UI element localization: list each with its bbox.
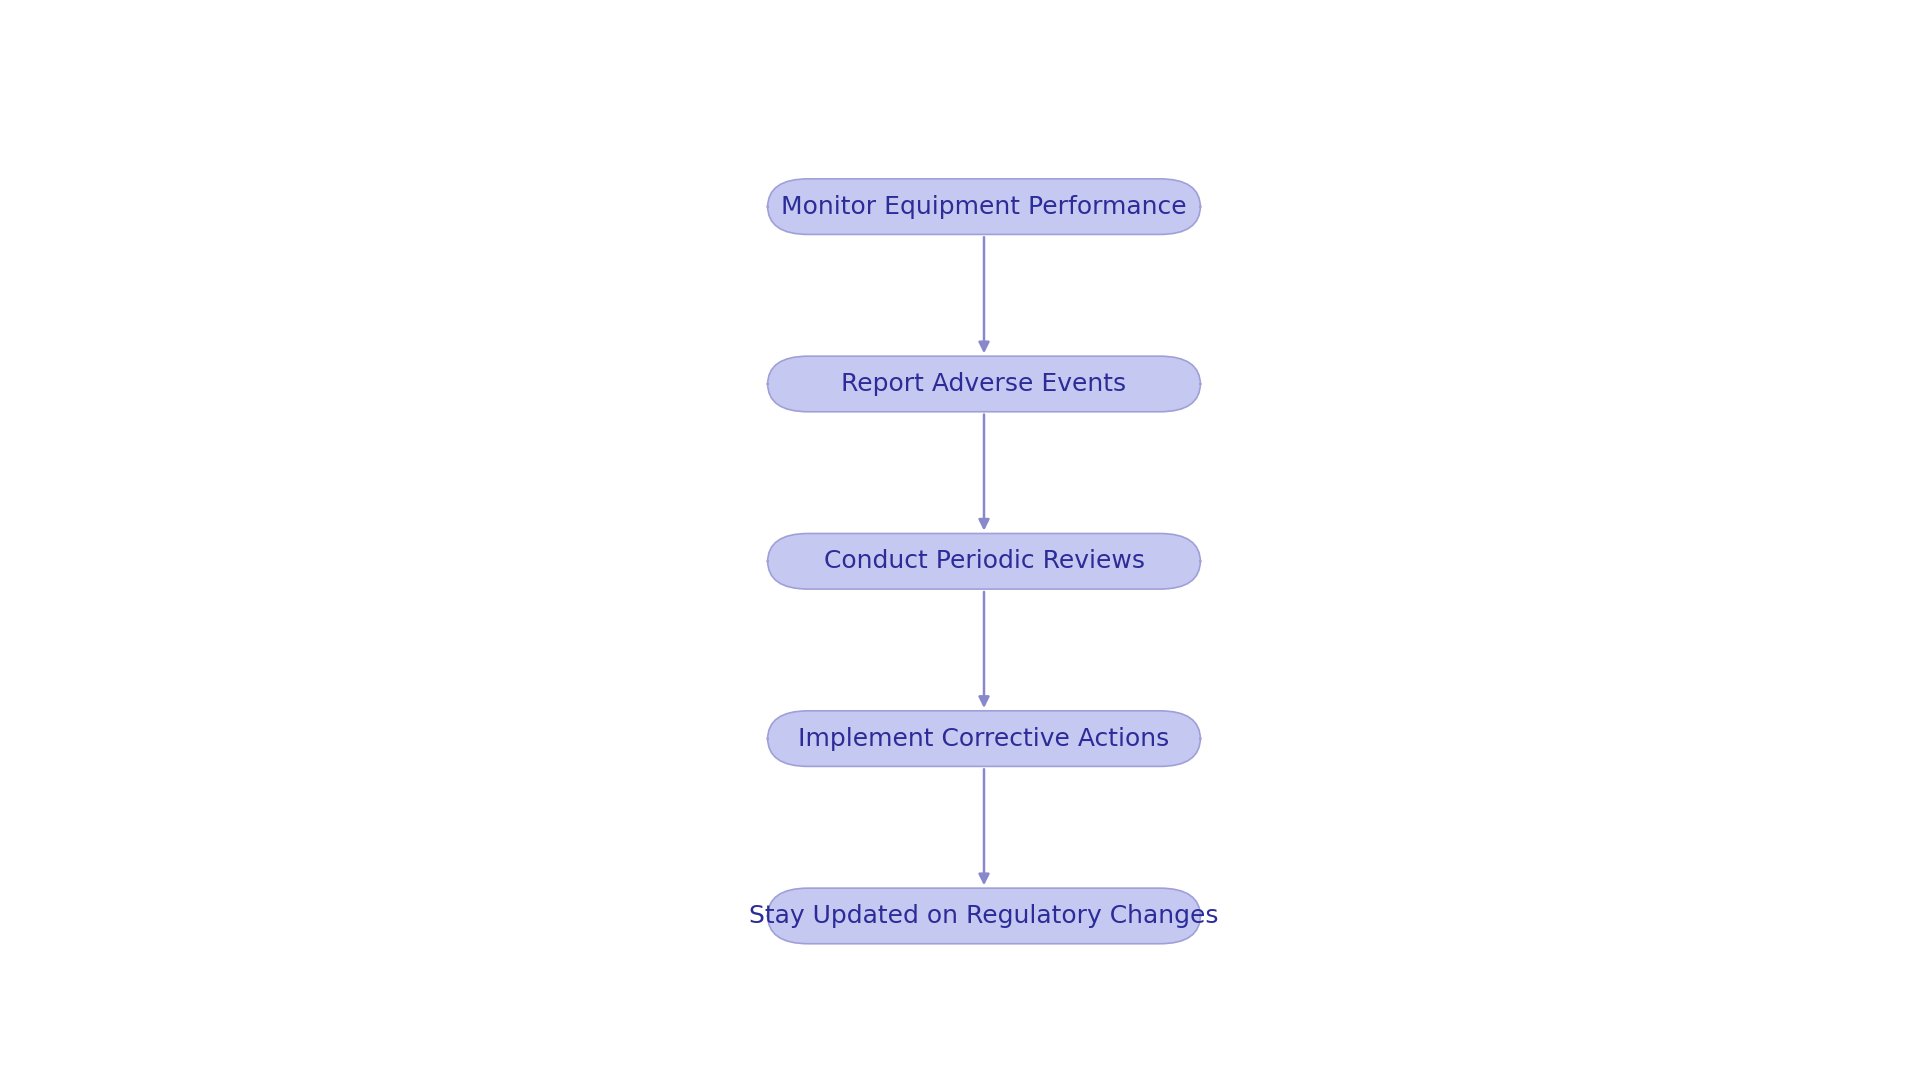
FancyBboxPatch shape bbox=[768, 534, 1200, 589]
Text: Report Adverse Events: Report Adverse Events bbox=[841, 371, 1127, 396]
FancyBboxPatch shape bbox=[768, 356, 1200, 412]
Text: Conduct Periodic Reviews: Conduct Periodic Reviews bbox=[824, 549, 1144, 573]
FancyBboxPatch shape bbox=[768, 710, 1200, 767]
Text: Monitor Equipment Performance: Monitor Equipment Performance bbox=[781, 195, 1187, 219]
Text: Implement Corrective Actions: Implement Corrective Actions bbox=[799, 727, 1169, 751]
FancyBboxPatch shape bbox=[768, 888, 1200, 943]
Text: Stay Updated on Regulatory Changes: Stay Updated on Regulatory Changes bbox=[749, 904, 1219, 928]
FancyBboxPatch shape bbox=[768, 179, 1200, 234]
